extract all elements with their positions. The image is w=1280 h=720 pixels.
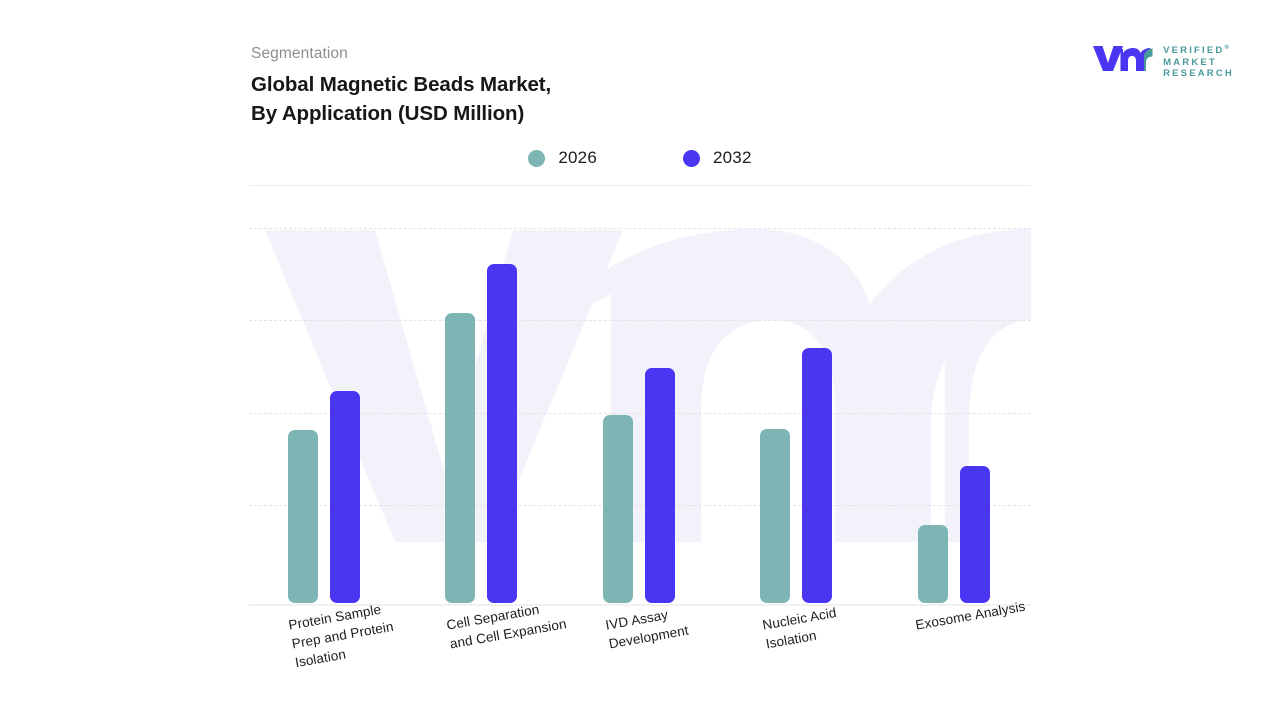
x-axis-category-labels: Protein Sample Prep and Protein Isolatio…	[249, 599, 1031, 706]
bar-group-exosome-analysis	[918, 222, 990, 603]
vmr-logo: VERIFIED® MARKET RESEARCH	[1092, 42, 1234, 79]
logo-line-2: MARKET	[1163, 56, 1217, 68]
bar-2026-protein-sample-prep-and-protein-isolation[interactable]	[288, 430, 318, 603]
legend-swatch-2026-icon	[528, 149, 546, 167]
bar-group-cell-separation-and-cell-expansion	[445, 222, 517, 603]
page-title-line-1: Global Magnetic Beads Market,	[251, 73, 552, 96]
bar-group-ivd-assay-development	[603, 222, 675, 603]
legend-divider	[249, 185, 1031, 186]
bar-2032-protein-sample-prep-and-protein-isolation[interactable]	[330, 391, 360, 603]
bar-group-nucleic-acid-isolation	[760, 222, 832, 603]
x-label-nucleic-acid-isolation: Nucleic Acid Isolation	[761, 604, 838, 652]
legend-item-2026[interactable]: 2026	[528, 148, 597, 168]
bar-2032-ivd-assay-development[interactable]	[645, 368, 675, 603]
bar-group-protein-sample-prep-and-protein-isolation	[288, 222, 360, 603]
segmentation-label: Segmentation	[251, 45, 348, 62]
vmr-logo-mark-icon	[1092, 43, 1154, 78]
x-label-ivd-assay-development: IVD Assay Development	[604, 606, 690, 652]
chart-bars	[249, 222, 1031, 605]
bar-2026-nucleic-acid-isolation[interactable]	[760, 429, 790, 603]
legend-swatch-2032-icon	[683, 149, 700, 167]
bar-2032-exosome-analysis[interactable]	[960, 466, 990, 603]
legend-item-2032[interactable]: 2032	[683, 148, 752, 168]
logo-line-3: RESEARCH	[1163, 68, 1234, 80]
chart-header: Segmentation Global Magnetic Beads Marke…	[249, 44, 1031, 140]
registered-mark: ®	[1224, 45, 1229, 51]
vmr-logo-text: VERIFIED® MARKET RESEARCH	[1163, 42, 1234, 79]
bar-2026-exosome-analysis[interactable]	[918, 525, 948, 603]
chart-legend: 2026 2032	[249, 148, 1031, 168]
legend-label-2026: 2026	[558, 148, 597, 167]
page-title: Global Magnetic Beads Market, By Applica…	[251, 70, 811, 128]
bar-2026-cell-separation-and-cell-expansion[interactable]	[445, 313, 475, 603]
logo-line-1: VERIFIED®	[1163, 45, 1229, 57]
chart-plot-area	[249, 222, 1031, 606]
bar-2032-nucleic-acid-isolation[interactable]	[802, 348, 832, 603]
bar-2026-ivd-assay-development[interactable]	[603, 415, 633, 603]
page-title-line-2: By Application (USD Million)	[251, 102, 525, 125]
x-label-protein-sample-prep-and-protein-isolation: Protein Sample Prep and Protein Isolatio…	[287, 601, 395, 671]
bar-2032-cell-separation-and-cell-expansion[interactable]	[487, 264, 517, 603]
legend-label-2032: 2032	[713, 148, 752, 167]
